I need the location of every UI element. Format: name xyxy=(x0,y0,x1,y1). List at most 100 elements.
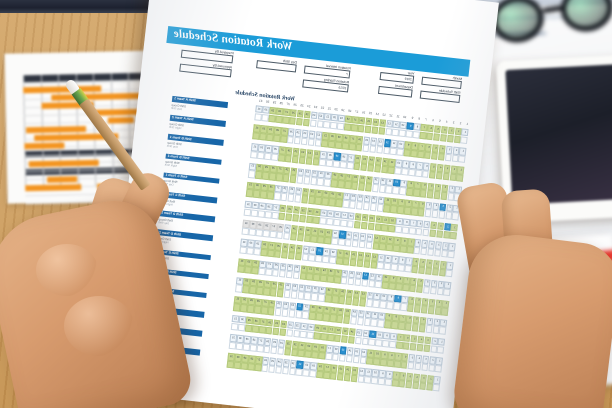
schedule-cell[interactable] xyxy=(386,301,394,310)
schedule-cell[interactable] xyxy=(262,229,270,238)
schedule-cell[interactable] xyxy=(293,136,302,145)
schedule-cell[interactable] xyxy=(246,247,254,256)
schedule-cell[interactable] xyxy=(246,189,254,198)
schedule-cell[interactable] xyxy=(352,297,360,306)
schedule-cell[interactable] xyxy=(243,208,252,217)
schedule-cell[interactable] xyxy=(383,262,392,271)
schedule-cell[interactable] xyxy=(281,366,290,376)
schedule-cell[interactable] xyxy=(399,302,408,312)
schedule-cell[interactable] xyxy=(259,190,268,199)
schedule-cell[interactable] xyxy=(335,257,344,266)
schedule-cell[interactable] xyxy=(345,354,353,363)
schedule-cell[interactable] xyxy=(404,264,412,273)
schedule-cell[interactable] xyxy=(341,141,350,151)
schedule-cell[interactable] xyxy=(354,336,362,345)
schedule-cell[interactable] xyxy=(302,118,311,127)
schedule-cell[interactable] xyxy=(378,242,387,251)
schedule-cell[interactable] xyxy=(278,270,287,279)
schedule-cell[interactable] xyxy=(252,189,261,199)
schedule-cell[interactable] xyxy=(399,187,407,196)
schedule-cell[interactable] xyxy=(423,151,432,160)
schedule-cell[interactable] xyxy=(270,153,279,162)
schedule-cell[interactable] xyxy=(342,257,350,266)
schedule-cell[interactable] xyxy=(402,341,410,350)
schedule-cell[interactable] xyxy=(264,268,273,277)
schedule-cell[interactable] xyxy=(295,368,303,377)
schedule-cell[interactable] xyxy=(308,312,317,321)
schedule-cell[interactable] xyxy=(375,338,383,347)
schedule-cell[interactable] xyxy=(233,303,241,312)
schedule-cell[interactable] xyxy=(336,315,344,324)
schedule-cell[interactable] xyxy=(235,342,244,351)
schedule-cell[interactable] xyxy=(336,373,344,382)
schedule-cell[interactable] xyxy=(355,201,364,210)
schedule-cell[interactable] xyxy=(409,342,417,351)
schedule-cell[interactable] xyxy=(332,160,341,169)
schedule-cell[interactable] xyxy=(391,128,400,137)
schedule-cell[interactable] xyxy=(261,171,270,180)
schedule-cell[interactable] xyxy=(348,142,356,151)
schedule-cell[interactable] xyxy=(415,285,424,294)
schedule-cell[interactable] xyxy=(403,206,412,215)
schedule-cell[interactable] xyxy=(406,245,414,254)
schedule-cell[interactable] xyxy=(408,284,417,293)
schedule-cell[interactable] xyxy=(351,181,359,190)
schedule-cell[interactable] xyxy=(391,379,399,388)
schedule-cell[interactable] xyxy=(412,381,420,390)
schedule-cell[interactable] xyxy=(390,263,398,272)
schedule-cell[interactable] xyxy=(254,363,262,372)
schedule-cell[interactable] xyxy=(305,215,314,224)
schedule-cell[interactable] xyxy=(364,376,372,385)
schedule-cell[interactable] xyxy=(368,338,376,347)
schedule-cell[interactable] xyxy=(314,196,323,205)
schedule-cell[interactable] xyxy=(381,281,389,290)
schedule-cell[interactable] xyxy=(425,325,433,334)
schedule-cell[interactable] xyxy=(289,232,298,241)
schedule-cell[interactable] xyxy=(235,284,243,293)
schedule-cell[interactable] xyxy=(395,283,403,292)
schedule-cell[interactable] xyxy=(335,199,343,208)
schedule-cell[interactable] xyxy=(358,298,367,307)
schedule-cell[interactable] xyxy=(250,208,259,218)
schedule-cell[interactable] xyxy=(287,251,296,260)
schedule-cell[interactable] xyxy=(338,296,346,305)
schedule-cell[interactable] xyxy=(353,220,362,229)
schedule-cell[interactable] xyxy=(384,320,392,329)
schedule-cell[interactable] xyxy=(363,318,371,327)
schedule-cell[interactable] xyxy=(237,265,245,274)
schedule-cell[interactable] xyxy=(451,154,459,163)
schedule-cell[interactable] xyxy=(297,291,305,300)
schedule-cell[interactable] xyxy=(369,203,377,212)
schedule-cell[interactable] xyxy=(267,307,275,316)
schedule-cell[interactable] xyxy=(348,200,357,209)
schedule-cell[interactable] xyxy=(326,275,335,284)
schedule-cell[interactable] xyxy=(412,188,421,197)
schedule-cell[interactable] xyxy=(319,274,328,283)
schedule-cell[interactable] xyxy=(253,247,261,256)
schedule-cell[interactable] xyxy=(349,316,358,325)
schedule-cell[interactable] xyxy=(305,157,313,166)
schedule-cell[interactable] xyxy=(303,176,311,185)
schedule-cell[interactable] xyxy=(353,162,361,171)
schedule-cell[interactable] xyxy=(248,170,256,179)
schedule-cell[interactable] xyxy=(374,222,382,231)
schedule-cell[interactable] xyxy=(319,216,327,225)
schedule-cell[interactable] xyxy=(248,228,257,237)
schedule-cell[interactable] xyxy=(336,122,345,131)
schedule-cell[interactable] xyxy=(408,226,416,235)
schedule-cell[interactable] xyxy=(365,241,373,250)
schedule-cell[interactable] xyxy=(327,140,336,149)
schedule-cell[interactable] xyxy=(273,192,281,201)
schedule-cell[interactable] xyxy=(379,300,387,309)
schedule-cell[interactable] xyxy=(404,322,413,331)
schedule-cell[interactable] xyxy=(287,193,295,202)
schedule-cell[interactable] xyxy=(302,369,310,378)
schedule-cell[interactable] xyxy=(355,143,363,152)
schedule-cell[interactable] xyxy=(383,204,391,213)
schedule-cell[interactable] xyxy=(346,219,355,228)
schedule-cell[interactable] xyxy=(381,223,389,232)
schedule-cell[interactable] xyxy=(310,292,319,302)
schedule-cell[interactable] xyxy=(345,296,353,305)
schedule-cell[interactable] xyxy=(403,148,411,157)
schedule-cell[interactable] xyxy=(261,113,269,122)
